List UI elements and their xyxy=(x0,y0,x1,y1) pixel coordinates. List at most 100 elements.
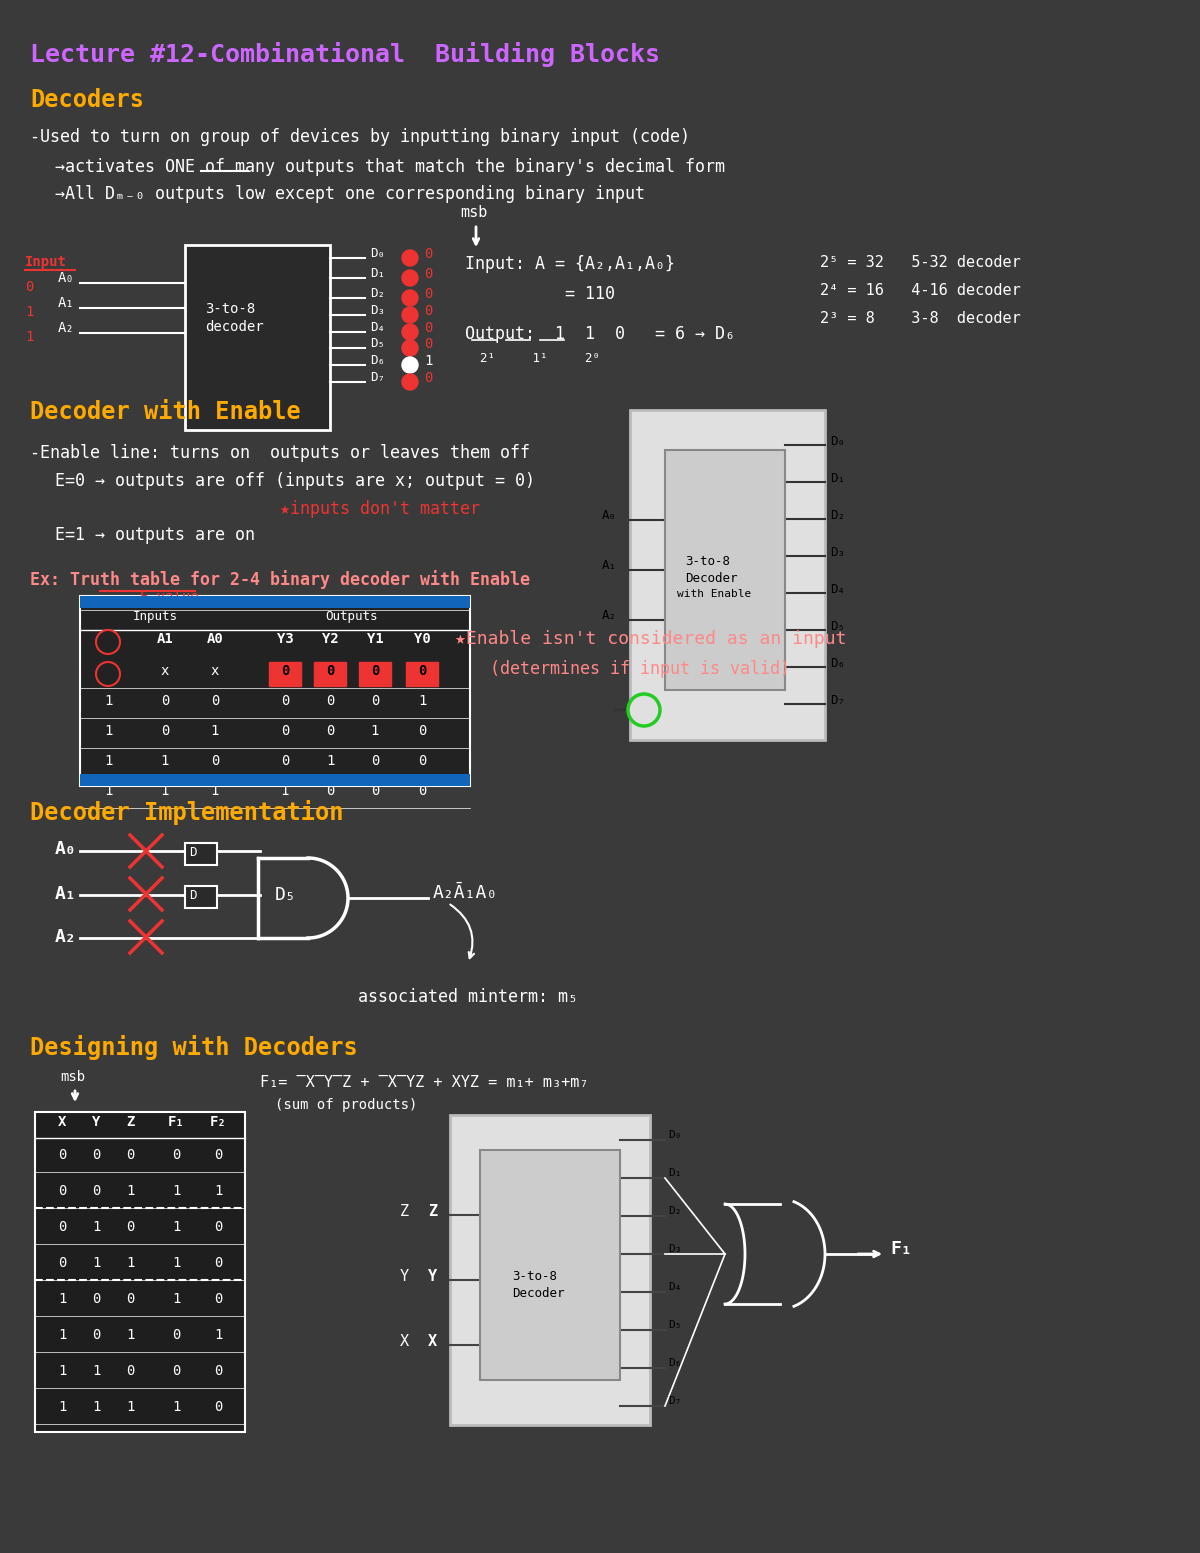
Text: x: x xyxy=(211,665,220,679)
Text: 0: 0 xyxy=(126,1221,134,1235)
Text: D₇: D₇ xyxy=(830,694,845,707)
Text: Output:  1  1  0   = 6 → D₆: Output: 1 1 0 = 6 → D₆ xyxy=(466,325,734,343)
Text: Designing with Decoders: Designing with Decoders xyxy=(30,1034,358,1061)
Text: 0: 0 xyxy=(25,280,34,294)
Text: D₁: D₁ xyxy=(370,267,385,280)
Text: 0: 0 xyxy=(424,267,432,281)
Text: E value: E value xyxy=(140,590,199,604)
Text: A₂: A₂ xyxy=(602,609,617,623)
Text: D₂: D₂ xyxy=(370,287,385,300)
Text: 1: 1 xyxy=(326,755,334,769)
Text: EN: EN xyxy=(100,632,116,646)
Circle shape xyxy=(402,270,418,286)
Bar xyxy=(630,410,826,739)
Text: 1: 1 xyxy=(172,1183,180,1197)
Text: 0: 0 xyxy=(281,724,289,738)
Text: D₂: D₂ xyxy=(830,509,845,522)
Text: Decoder: Decoder xyxy=(685,572,738,585)
Text: A₀: A₀ xyxy=(55,840,77,857)
Text: = 110: = 110 xyxy=(466,286,616,303)
Text: 1: 1 xyxy=(371,724,379,738)
Text: 2⁵ = 32   5-32 decoder: 2⁵ = 32 5-32 decoder xyxy=(820,255,1021,270)
Text: 2¹     1¹     2⁰: 2¹ 1¹ 2⁰ xyxy=(480,353,600,365)
Text: 0: 0 xyxy=(418,784,426,798)
Text: 0: 0 xyxy=(58,1183,66,1197)
Text: 0: 0 xyxy=(92,1292,100,1306)
Text: 1: 1 xyxy=(104,724,112,738)
Text: X: X xyxy=(428,1334,437,1350)
Bar xyxy=(406,662,438,686)
Text: 0: 0 xyxy=(214,1148,222,1162)
Text: 1: 1 xyxy=(214,1183,222,1197)
Text: 1: 1 xyxy=(25,329,34,345)
Text: Inputs: Inputs xyxy=(132,610,178,623)
Circle shape xyxy=(402,357,418,373)
Text: 1: 1 xyxy=(92,1364,100,1378)
Text: 0: 0 xyxy=(371,755,379,769)
Bar xyxy=(80,596,470,786)
Text: Input: Input xyxy=(25,255,67,269)
Text: 1: 1 xyxy=(25,304,34,318)
Circle shape xyxy=(402,325,418,340)
Text: D₅: D₅ xyxy=(830,620,845,634)
Bar xyxy=(480,1151,620,1381)
Text: Z: Z xyxy=(428,1204,437,1219)
Text: D₅: D₅ xyxy=(668,1320,682,1329)
Text: 1: 1 xyxy=(172,1399,180,1413)
Text: ★Enable isn't considered as an input: ★Enable isn't considered as an input xyxy=(455,631,846,648)
Text: 1: 1 xyxy=(424,354,432,368)
Text: F₂: F₂ xyxy=(210,1115,227,1129)
Text: X: X xyxy=(58,1115,66,1129)
Circle shape xyxy=(96,631,120,654)
Text: A₂: A₂ xyxy=(58,321,74,335)
Text: D₆: D₆ xyxy=(830,657,845,669)
Text: 1: 1 xyxy=(214,1328,222,1342)
Text: D₆: D₆ xyxy=(370,354,385,367)
Circle shape xyxy=(402,340,418,356)
Bar xyxy=(185,245,330,430)
Text: ★inputs don't matter: ★inputs don't matter xyxy=(280,500,480,519)
Text: A₂: A₂ xyxy=(55,929,77,946)
Text: A₀: A₀ xyxy=(602,509,617,522)
Bar xyxy=(35,1112,245,1432)
Text: 0: 0 xyxy=(161,724,169,738)
Text: 0: 0 xyxy=(424,247,432,261)
Text: 0: 0 xyxy=(92,1183,100,1197)
Text: Decoder with Enable: Decoder with Enable xyxy=(30,401,301,424)
Text: F₁: F₁ xyxy=(168,1115,185,1129)
Text: 1: 1 xyxy=(92,1221,100,1235)
Text: (sum of products): (sum of products) xyxy=(275,1098,418,1112)
Text: Outputs: Outputs xyxy=(325,610,378,623)
Text: D₂: D₂ xyxy=(668,1207,682,1216)
Text: 2³ = 8    3-8  decoder: 2³ = 8 3-8 decoder xyxy=(820,311,1021,326)
Text: x: x xyxy=(161,665,169,679)
Text: 1: 1 xyxy=(104,784,112,798)
Text: 0: 0 xyxy=(418,755,426,769)
Text: E=1 → outputs are on: E=1 → outputs are on xyxy=(55,526,256,544)
Text: D₃: D₃ xyxy=(370,304,385,317)
Text: 2⁴ = 16   4-16 decoder: 2⁴ = 16 4-16 decoder xyxy=(820,283,1021,298)
Text: Input: A = {A₂,A₁,A₀}: Input: A = {A₂,A₁,A₀} xyxy=(466,255,674,273)
Text: 1: 1 xyxy=(126,1256,134,1270)
Text: 1: 1 xyxy=(211,724,220,738)
Text: 1: 1 xyxy=(172,1256,180,1270)
Text: 1: 1 xyxy=(126,1399,134,1413)
Text: 1: 1 xyxy=(58,1292,66,1306)
Text: 0: 0 xyxy=(424,304,432,318)
Bar xyxy=(185,843,217,865)
Text: 0: 0 xyxy=(424,371,432,385)
Text: Y1: Y1 xyxy=(367,632,383,646)
Text: 0: 0 xyxy=(126,1292,134,1306)
Text: D₁: D₁ xyxy=(830,472,845,485)
Text: 0: 0 xyxy=(214,1256,222,1270)
Text: 1: 1 xyxy=(92,1256,100,1270)
Text: msb: msb xyxy=(460,205,487,221)
Text: associated minterm: m₅: associated minterm: m₅ xyxy=(358,988,578,1006)
Text: 1: 1 xyxy=(211,784,220,798)
Text: 0: 0 xyxy=(58,1221,66,1235)
Text: 1: 1 xyxy=(418,694,426,708)
Bar xyxy=(185,887,217,909)
Text: Y: Y xyxy=(400,1269,409,1284)
Bar xyxy=(359,662,391,686)
Text: D₅: D₅ xyxy=(275,887,296,904)
